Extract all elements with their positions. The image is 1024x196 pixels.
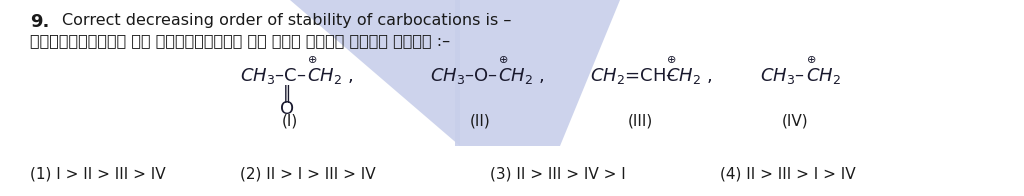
Text: ‖: ‖ — [283, 85, 291, 103]
Text: Correct decreasing order of stability of carbocations is –: Correct decreasing order of stability of… — [62, 13, 511, 28]
Text: $CH_3$–C–: $CH_3$–C– — [240, 66, 306, 86]
Text: $CH_2$ ,: $CH_2$ , — [666, 66, 713, 86]
Text: $CH_2$: $CH_2$ — [806, 66, 841, 86]
Text: (IV): (IV) — [781, 113, 808, 129]
Text: (4) II > III > I > IV: (4) II > III > I > IV — [720, 166, 856, 181]
Text: $CH_2$=CH–: $CH_2$=CH– — [590, 66, 676, 86]
Text: (I): (I) — [282, 113, 298, 129]
Text: (3) II > III > IV > I: (3) II > III > IV > I — [490, 166, 626, 181]
Text: (III): (III) — [628, 113, 652, 129]
Text: O: O — [280, 100, 294, 118]
Polygon shape — [290, 0, 460, 146]
Text: कार्बधनायन के स्थायित्व का सही घटता क्रम होगा :–: कार्बधनायन के स्थायित्व का सही घटता क्रम… — [30, 33, 451, 48]
Text: 9.: 9. — [30, 13, 49, 31]
Text: ⊕: ⊕ — [308, 55, 317, 65]
Ellipse shape — [329, 102, 351, 120]
Text: $CH_2$ ,: $CH_2$ , — [498, 66, 545, 86]
Text: ⊕: ⊕ — [668, 55, 677, 65]
Text: (1) I > II > III > IV: (1) I > II > III > IV — [30, 166, 166, 181]
Text: ⊕: ⊕ — [807, 55, 817, 65]
Polygon shape — [455, 0, 620, 146]
Text: (II): (II) — [470, 113, 490, 129]
Text: $CH_3$–O–: $CH_3$–O– — [430, 66, 498, 86]
Text: $CH_2$ ,: $CH_2$ , — [307, 66, 353, 86]
Text: (2) II > I > III > IV: (2) II > I > III > IV — [240, 166, 376, 181]
Text: $CH_3$–: $CH_3$– — [760, 66, 805, 86]
Text: ⊕: ⊕ — [500, 55, 509, 65]
